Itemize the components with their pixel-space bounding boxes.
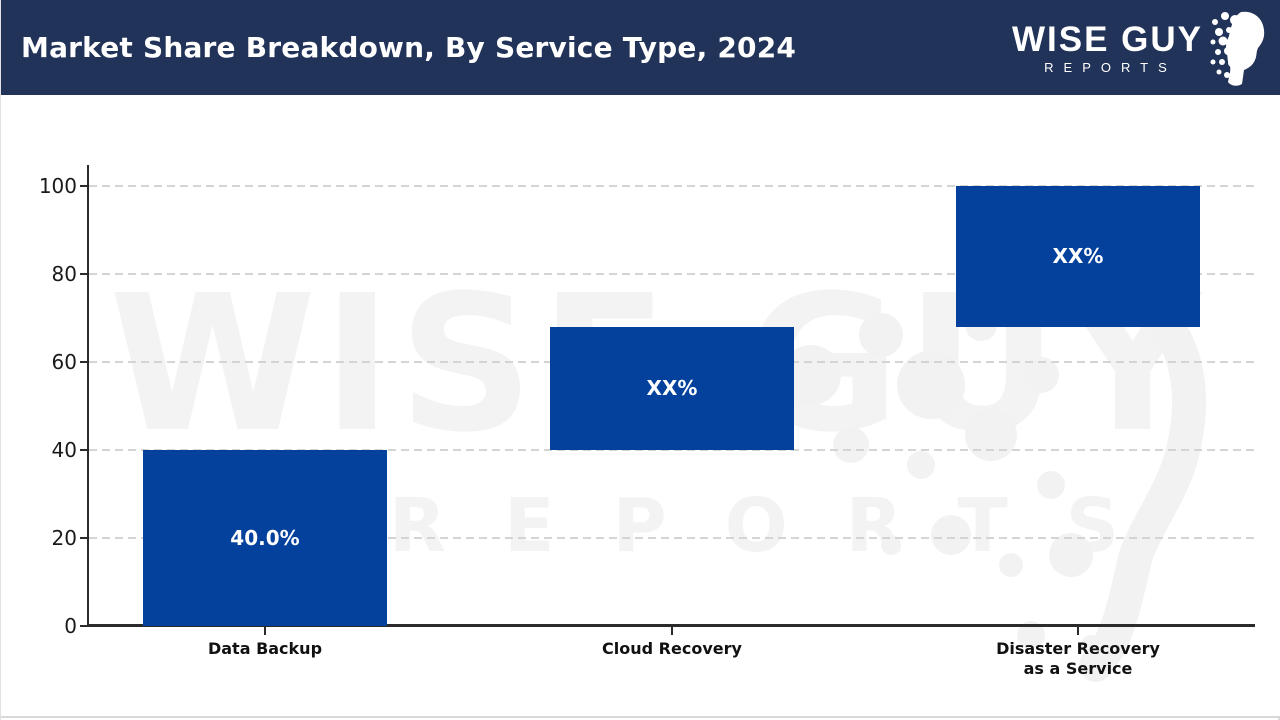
brand-face-icon	[1210, 11, 1265, 86]
y-tick-40	[80, 449, 88, 451]
bar-2: XX%	[550, 326, 794, 450]
gridline-100	[89, 185, 1254, 187]
x-tick-3	[1077, 627, 1079, 635]
y-tick-label-20: 20	[51, 526, 77, 550]
bar-3: XX%	[956, 186, 1200, 327]
bottom-border	[1, 716, 1280, 718]
category-label-2: Cloud Recovery	[602, 639, 742, 658]
x-tick-1	[264, 627, 266, 635]
x-axis-line	[87, 624, 1255, 627]
bar-value-label: XX%	[646, 376, 698, 401]
bar-value-label: XX%	[1052, 244, 1104, 269]
y-axis-line	[87, 165, 89, 627]
chart: WISE GUY REPORTS 0 20 40 60 80 100 40.0% Data B…	[1, 95, 1280, 716]
y-tick-label-0: 0	[64, 614, 77, 638]
category-label-1: Data Backup	[207, 639, 323, 658]
gridline-80	[89, 273, 1254, 275]
header: Market Share Breakdown, By Service Type,…	[1, 0, 1280, 95]
brand-wordmark: WISE GUY REPORTS	[1011, 19, 1203, 75]
y-tick-60	[80, 361, 88, 363]
page-title: Market Share Breakdown, By Service Type,…	[21, 31, 797, 64]
brand-logo: WISE GUY REPORTS	[1012, 6, 1269, 90]
gridline-20	[89, 537, 1254, 539]
y-tick-label-40: 40	[51, 438, 77, 462]
brand-tagline: REPORTS	[1044, 59, 1177, 75]
y-tick-100	[80, 185, 88, 187]
y-tick-80	[80, 273, 88, 275]
bar-1: 40.0%	[143, 450, 387, 626]
y-tick-20	[80, 537, 88, 539]
gridline-40	[89, 449, 1254, 451]
bar-value-label: 40.0%	[230, 526, 300, 550]
x-tick-2	[671, 627, 673, 635]
y-tick-label-100: 100	[38, 174, 77, 198]
watermark-brand-tagline: REPORTS	[389, 483, 1178, 569]
y-tick-label-80: 80	[51, 262, 77, 286]
category-label-3: Disaster Recovery as a Service	[996, 639, 1160, 678]
y-tick-label-60: 60	[51, 350, 77, 374]
y-tick-0	[80, 625, 88, 627]
brand-name: WISE GUY	[1011, 19, 1203, 59]
